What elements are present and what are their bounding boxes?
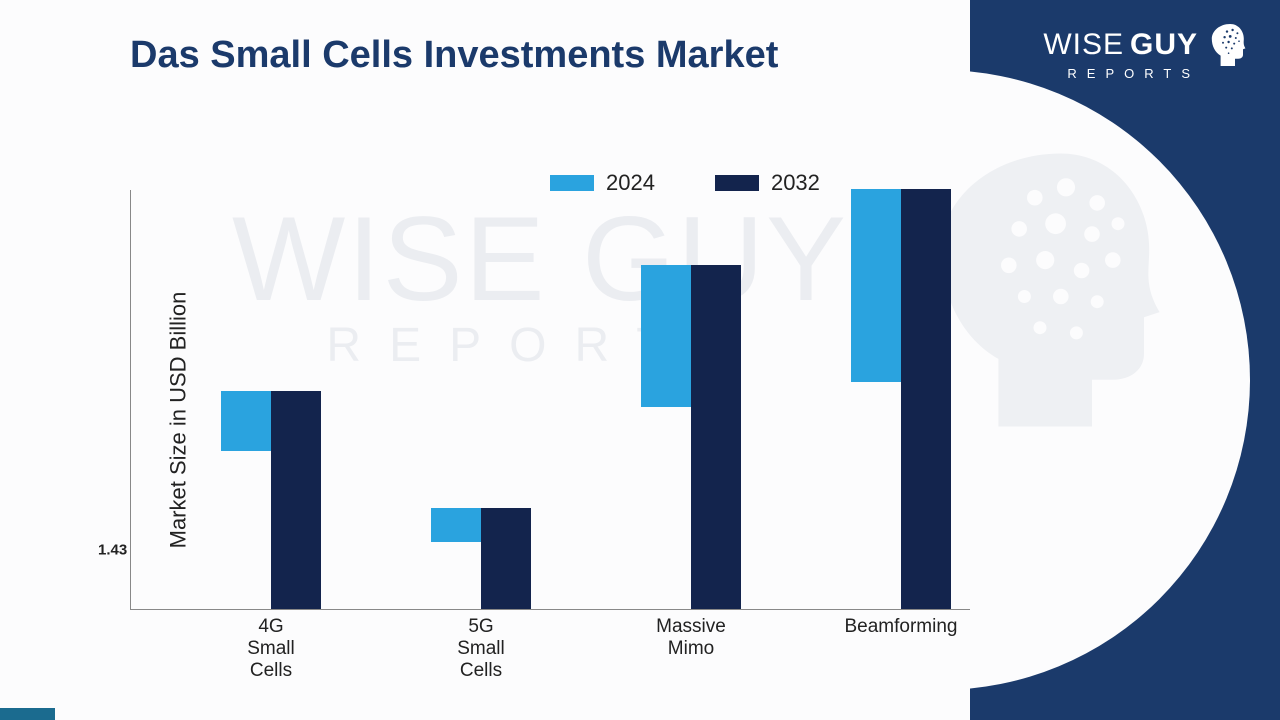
x-axis-label: 4GSmallCells: [201, 616, 341, 682]
bar-group: [411, 508, 551, 609]
brand-head-icon: [1204, 22, 1250, 68]
bar-2024: [221, 391, 271, 451]
accent-bar: [0, 708, 55, 720]
bar-group: [831, 189, 971, 609]
plot-area: 4GSmallCells5GSmallCellsMassiveMimoBeamf…: [130, 190, 970, 610]
bar-2032: [691, 265, 741, 609]
brand-logo: WISE GUY REPORTS: [1043, 22, 1250, 81]
y-tick-label: 1.43: [98, 541, 127, 558]
bar-group: [201, 391, 341, 609]
bar-2024: [851, 189, 901, 382]
brand-word-2: GUY: [1130, 28, 1198, 62]
bar-group: [621, 265, 761, 609]
bar-2024: [641, 265, 691, 408]
bar-2032: [481, 508, 531, 609]
bar-2032: [271, 391, 321, 609]
x-axis-label: MassiveMimo: [621, 616, 761, 660]
x-axis-label: 5GSmallCells: [411, 616, 551, 682]
bar-2024: [431, 508, 481, 542]
bar-2032: [901, 189, 951, 609]
x-axis-label: Beamforming: [831, 616, 971, 638]
chart: Market Size in USD Billion 1.43 4GSmallC…: [70, 170, 990, 670]
brand-word-1: WISE: [1043, 28, 1124, 62]
chart-title: Das Small Cells Investments Market: [130, 35, 780, 77]
brand-sub: REPORTS: [1043, 66, 1250, 81]
